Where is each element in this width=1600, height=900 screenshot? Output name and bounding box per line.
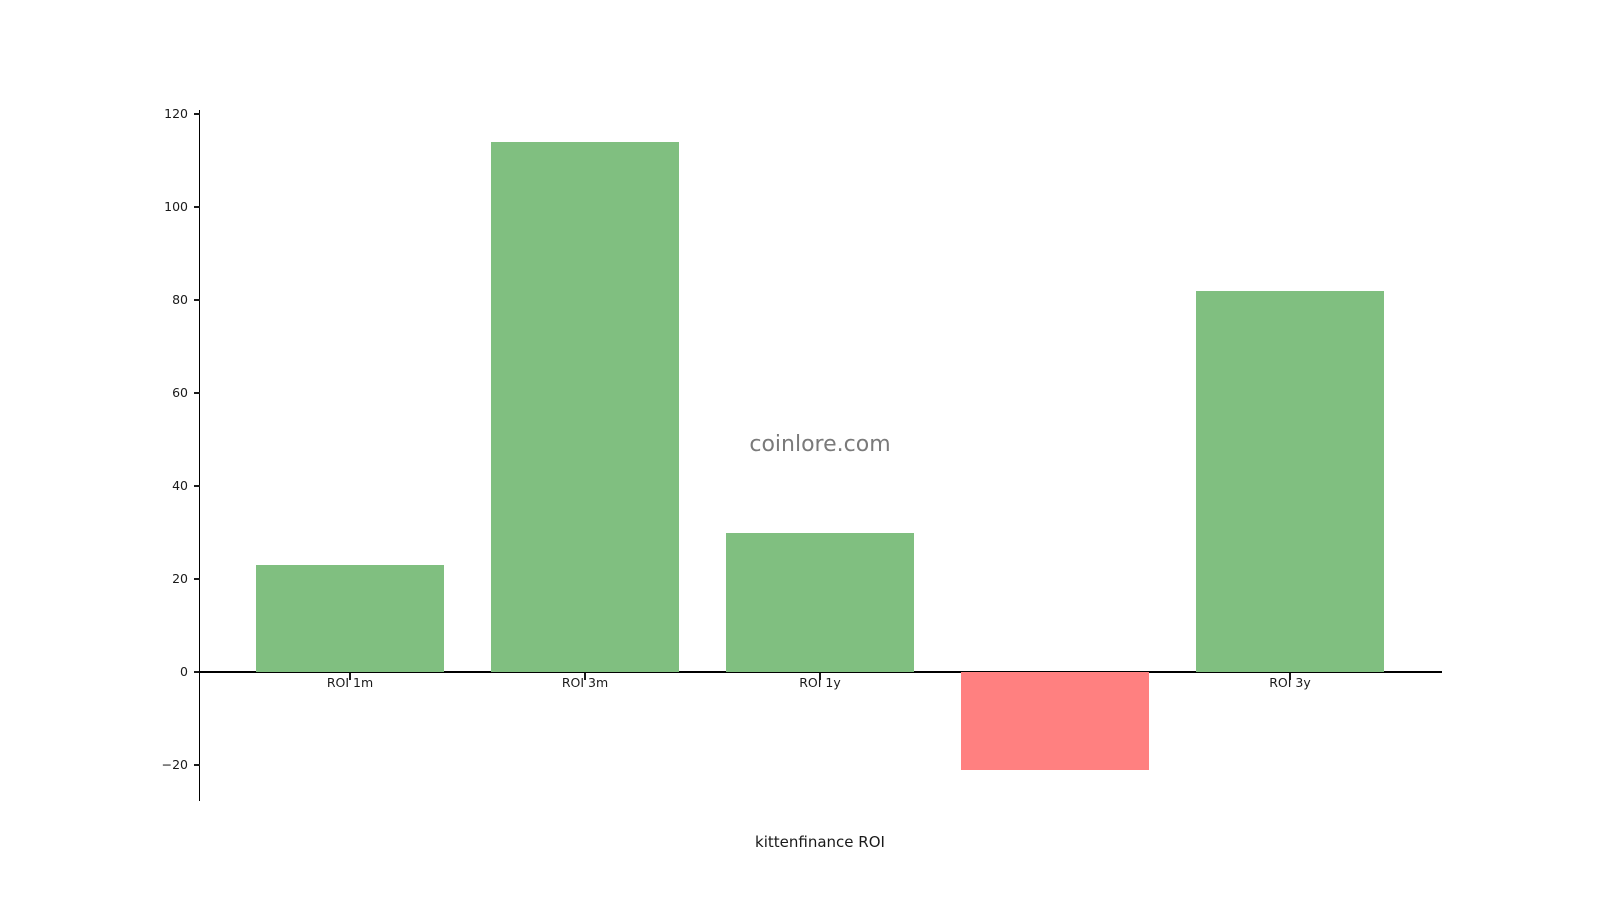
- y-tick-label: 80: [172, 291, 188, 307]
- y-axis-tick: [194, 206, 200, 208]
- y-tick-label: 60: [172, 384, 188, 400]
- bar-positive: [726, 532, 914, 672]
- watermark-text: coinlore.com: [749, 432, 891, 457]
- y-tick-label: −20: [161, 756, 188, 772]
- y-axis-tick: [194, 671, 200, 673]
- y-axis-line: [199, 110, 201, 801]
- bar-negative: [961, 672, 1149, 770]
- x-tick-label: ROI 1y: [799, 675, 841, 690]
- x-axis-line: [199, 671, 1442, 673]
- y-tick-label: 100: [164, 198, 188, 214]
- chart-title: kittenfinance ROI: [755, 833, 885, 851]
- y-axis-tick: [194, 113, 200, 115]
- x-axis-tick: [584, 672, 586, 680]
- bar-positive: [256, 565, 444, 672]
- bar-positive: [491, 141, 679, 672]
- x-tick-label: ROI 3m: [561, 675, 609, 690]
- bar-positive: [1196, 290, 1384, 672]
- x-tick-label: ROI 1m: [326, 675, 374, 690]
- y-axis-tick: [194, 485, 200, 487]
- x-axis-tick: [349, 672, 351, 680]
- y-axis-tick: [194, 392, 200, 394]
- x-axis-tick: [819, 672, 821, 680]
- y-tick-label: 120: [164, 105, 188, 121]
- x-tick-label: ROI 3y: [1269, 675, 1311, 690]
- y-tick-label: 0: [180, 663, 188, 679]
- y-axis-tick: [194, 299, 200, 301]
- y-tick-label: 40: [172, 477, 188, 493]
- y-axis-tick: [194, 764, 200, 766]
- x-axis-tick: [1289, 672, 1291, 680]
- y-tick-label: 20: [172, 570, 188, 586]
- y-axis-tick: [194, 578, 200, 580]
